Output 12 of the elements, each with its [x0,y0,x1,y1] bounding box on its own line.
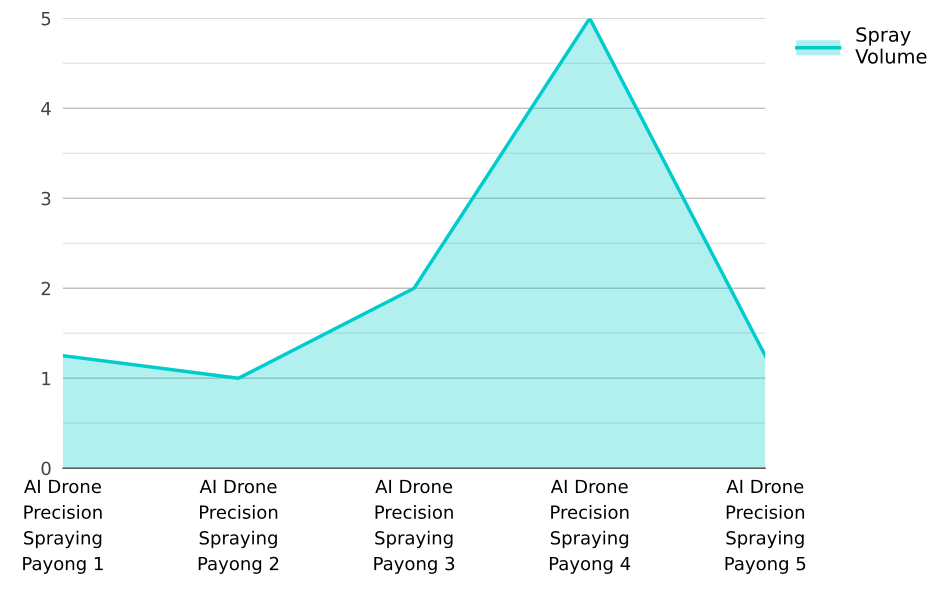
x-tick-label: AI Drone Precision Spraying Payong 3 [374,480,454,574]
x-tick-label: AI Drone Precision Spraying Payong 5 [726,480,806,574]
y-tick-label: 3 [42,192,50,206]
y-tick-label: 4 [41,102,51,116]
x-tick-label: AI Drone Precision Spraying Payong 2 [198,480,278,574]
x-tick-label: AI Drone Precision Spraying Payong 1 [23,480,103,574]
y-tick-label: 5 [42,12,50,26]
legend-label: Spray Volume [855,27,926,64]
y-tick-label: 1 [42,372,50,386]
y-tick-label: 2 [42,282,50,296]
y-tick-label: 0 [42,462,51,476]
x-tick-label: AI Drone Precision Spraying Payong 4 [550,480,630,574]
